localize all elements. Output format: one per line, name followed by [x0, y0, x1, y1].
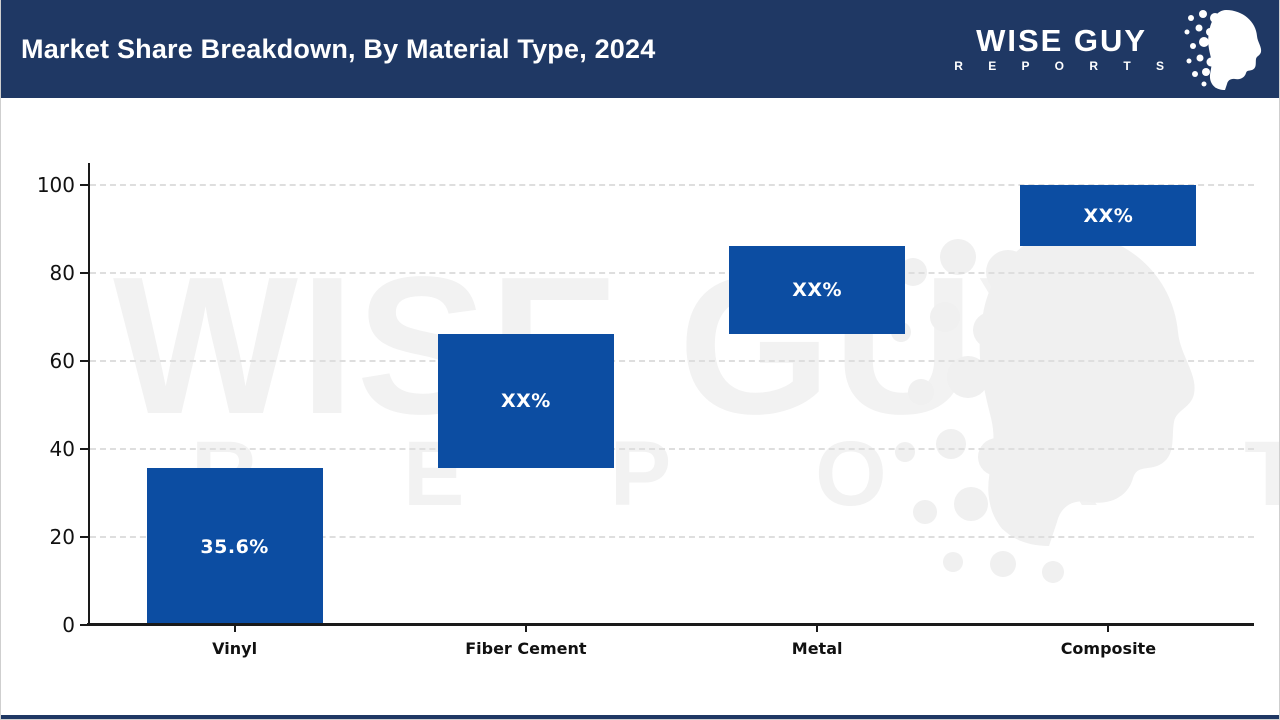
x-tick-label: Fiber Cement	[465, 639, 587, 658]
page-title: Market Share Breakdown, By Material Type…	[21, 33, 656, 64]
footer-bar	[1, 715, 1279, 719]
y-tick-label: 100	[36, 173, 75, 197]
y-tick	[80, 184, 88, 186]
x-tick	[233, 626, 236, 632]
logo-wordmark-line1: WISE GUY	[976, 22, 1148, 58]
y-tick-label: 40	[49, 437, 75, 461]
y-tick	[80, 360, 88, 362]
y-tick	[80, 448, 88, 450]
x-tick-label: Metal	[791, 639, 843, 658]
bar-value-label: XX%	[792, 279, 843, 302]
y-tick	[80, 536, 88, 538]
bar-metal: XX%	[729, 246, 906, 335]
header: Market Share Breakdown, By Material Type…	[1, 0, 1279, 98]
gridline-80	[90, 272, 1254, 274]
bar-composite: XX%	[1020, 185, 1197, 247]
logo-head-icon	[1184, 10, 1262, 90]
gridline-40	[90, 448, 1254, 450]
y-axis-line	[88, 163, 90, 626]
x-tick	[524, 626, 527, 632]
y-tick-label: 0	[62, 613, 75, 637]
bar-value-label: XX%	[1083, 204, 1134, 227]
y-tick-label: 20	[49, 525, 75, 549]
bar-value-label: 35.6%	[200, 535, 269, 558]
y-tick-label: 80	[49, 261, 75, 285]
wiseguy-logo: WISE GUY R E P O R T S	[948, 6, 1265, 92]
x-tick-label: Vinyl	[212, 639, 258, 658]
y-tick-label: 60	[49, 349, 75, 373]
x-axis-line	[87, 623, 1254, 626]
logo-wordmark: WISE GUY R E P O R T S	[948, 22, 1175, 74]
bar-value-label: XX%	[500, 390, 551, 413]
x-tick	[1107, 626, 1110, 632]
bar-vinyl: 35.6%	[146, 468, 323, 625]
x-tick	[816, 626, 819, 632]
gridline-60	[90, 360, 1254, 362]
logo-wordmark-line2: R E P O R T S	[954, 59, 1175, 74]
x-tick-label: Composite	[1060, 639, 1157, 658]
y-tick	[80, 272, 88, 274]
watermark-head-icon	[891, 232, 1195, 583]
gridline-20	[90, 536, 1254, 538]
gridline-100	[90, 184, 1254, 186]
y-tick	[80, 624, 88, 626]
bar-fiber-cement: XX%	[437, 334, 614, 469]
